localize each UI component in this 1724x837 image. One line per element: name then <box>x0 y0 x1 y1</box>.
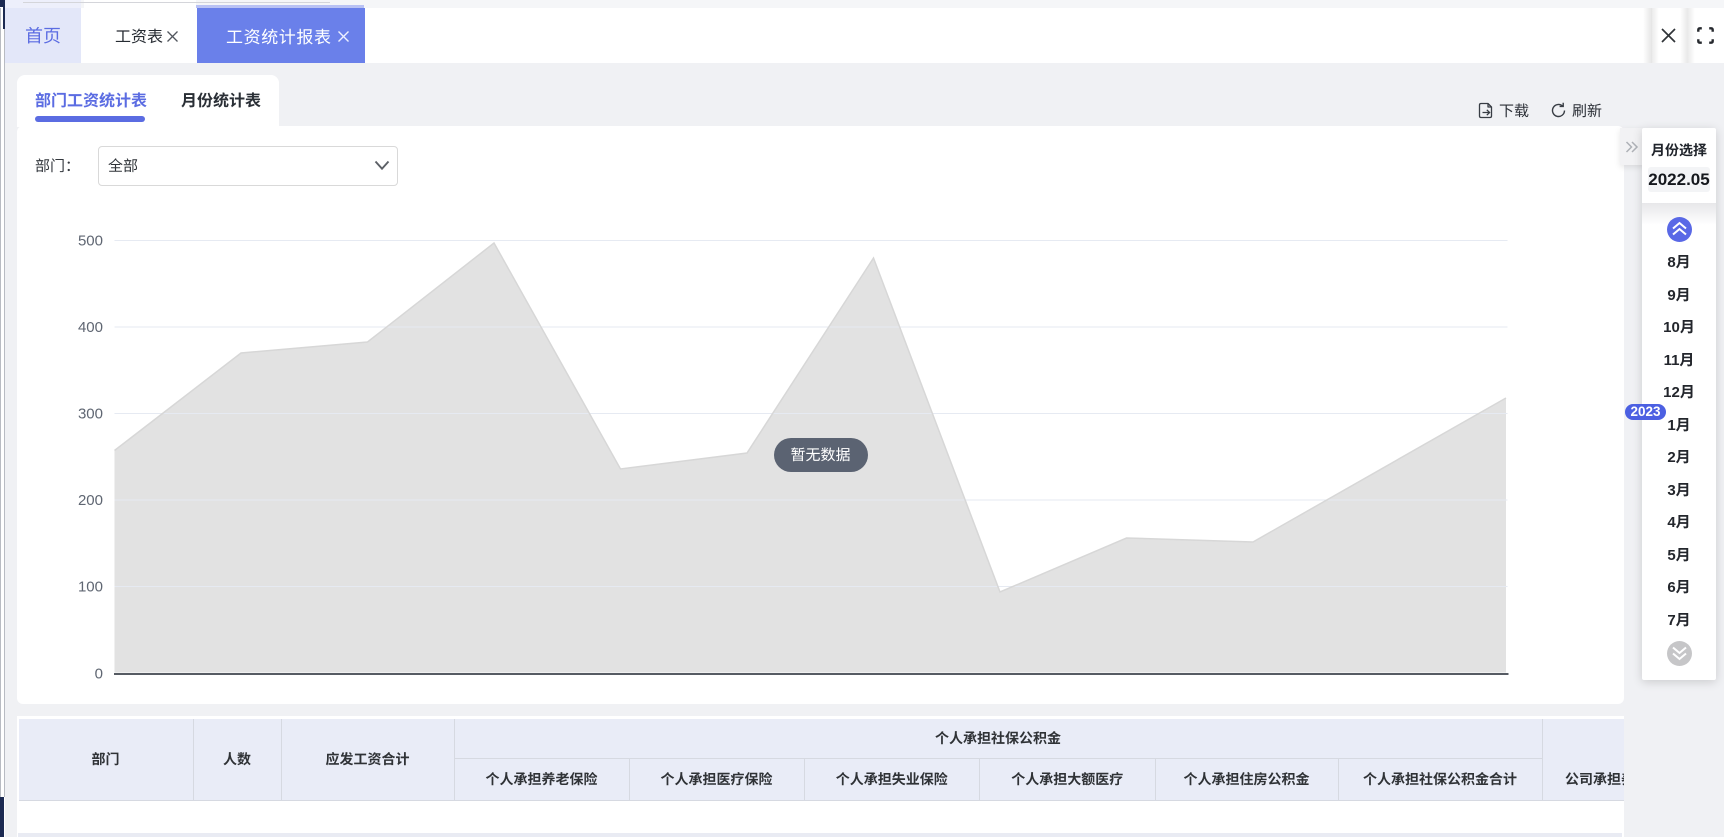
svg-text:300: 300 <box>78 406 103 423</box>
svg-text:200: 200 <box>78 492 103 509</box>
svg-text:100: 100 <box>78 579 103 596</box>
svg-text:400: 400 <box>78 319 103 336</box>
svg-text:500: 500 <box>78 233 103 250</box>
svg-text:0: 0 <box>95 666 103 683</box>
